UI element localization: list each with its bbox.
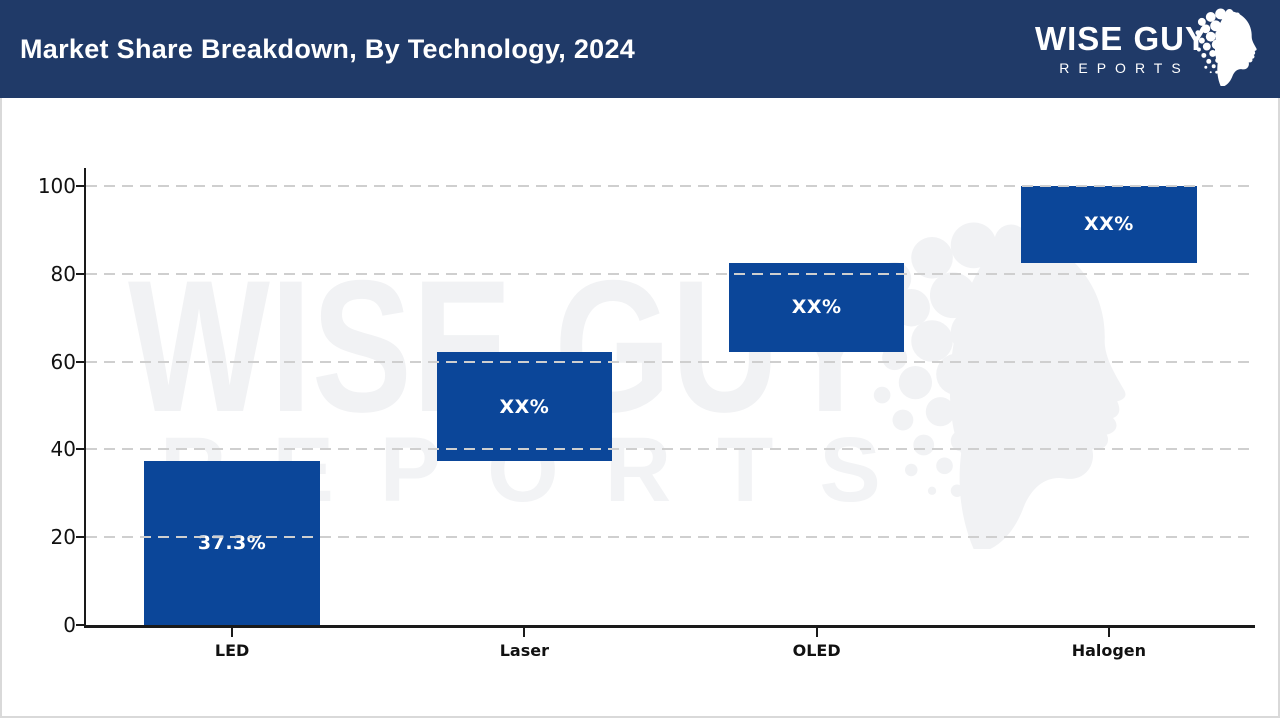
gridline-40 [86,448,1255,451]
x-tick-label-laser: Laser [499,641,549,660]
x-tick-oled [815,628,818,637]
bar-value-label-oled: XX% [791,296,842,319]
bar-halogen: XX% [1021,186,1197,263]
gridline-80 [86,272,1255,275]
x-tick-label-oled: OLED [792,641,841,660]
gridline-20 [86,536,1255,539]
page-border-bottom [0,716,1280,718]
y-tick-label-60: 60 [50,349,76,374]
y-axis-line [84,168,86,628]
brand-logo: WISE GUY REPORTS [1035,6,1266,92]
y-tick-label-100: 100 [37,174,76,198]
y-tick-0 [76,624,84,626]
y-tick-60 [76,360,84,363]
page-border-right [1278,98,1280,718]
page-border-left [0,98,2,718]
bar-laser: XX% [436,351,613,462]
bar-value-label-laser: XX% [499,395,550,418]
y-tick-label-0: 0 [63,613,76,637]
y-tick-label-20: 20 [50,525,76,550]
y-tick-100 [76,185,84,187]
page-title: Market Share Breakdown, By Technology, 2… [20,33,636,64]
y-tick-20 [76,536,84,539]
x-tick-label-led: LED [214,641,250,660]
x-axis-line [84,625,1255,628]
gridline-60 [86,360,1255,363]
brand-head-icon [1195,8,1257,86]
x-tick-led [231,628,234,637]
x-tick-halogen [1107,628,1110,637]
x-tick-label-halogen: Halogen [1071,641,1147,660]
bar-oled: XX% [728,262,905,352]
bar-value-label-halogen: XX% [1083,213,1134,236]
brand-name: WISE GUY [1034,20,1208,57]
bar-led: 37.3% [144,461,320,625]
header: Market Share Breakdown, By Technology, 2… [0,0,1280,98]
x-tick-laser [523,628,526,637]
brand-text: WISE GUY REPORTS [1035,22,1208,76]
y-tick-40 [76,448,84,451]
y-tick-label-40: 40 [50,437,76,462]
y-tick-label-80: 80 [50,261,76,286]
y-tick-80 [76,272,84,275]
gridline-100 [86,185,1255,187]
brand-tagline: REPORTS [1059,60,1190,76]
